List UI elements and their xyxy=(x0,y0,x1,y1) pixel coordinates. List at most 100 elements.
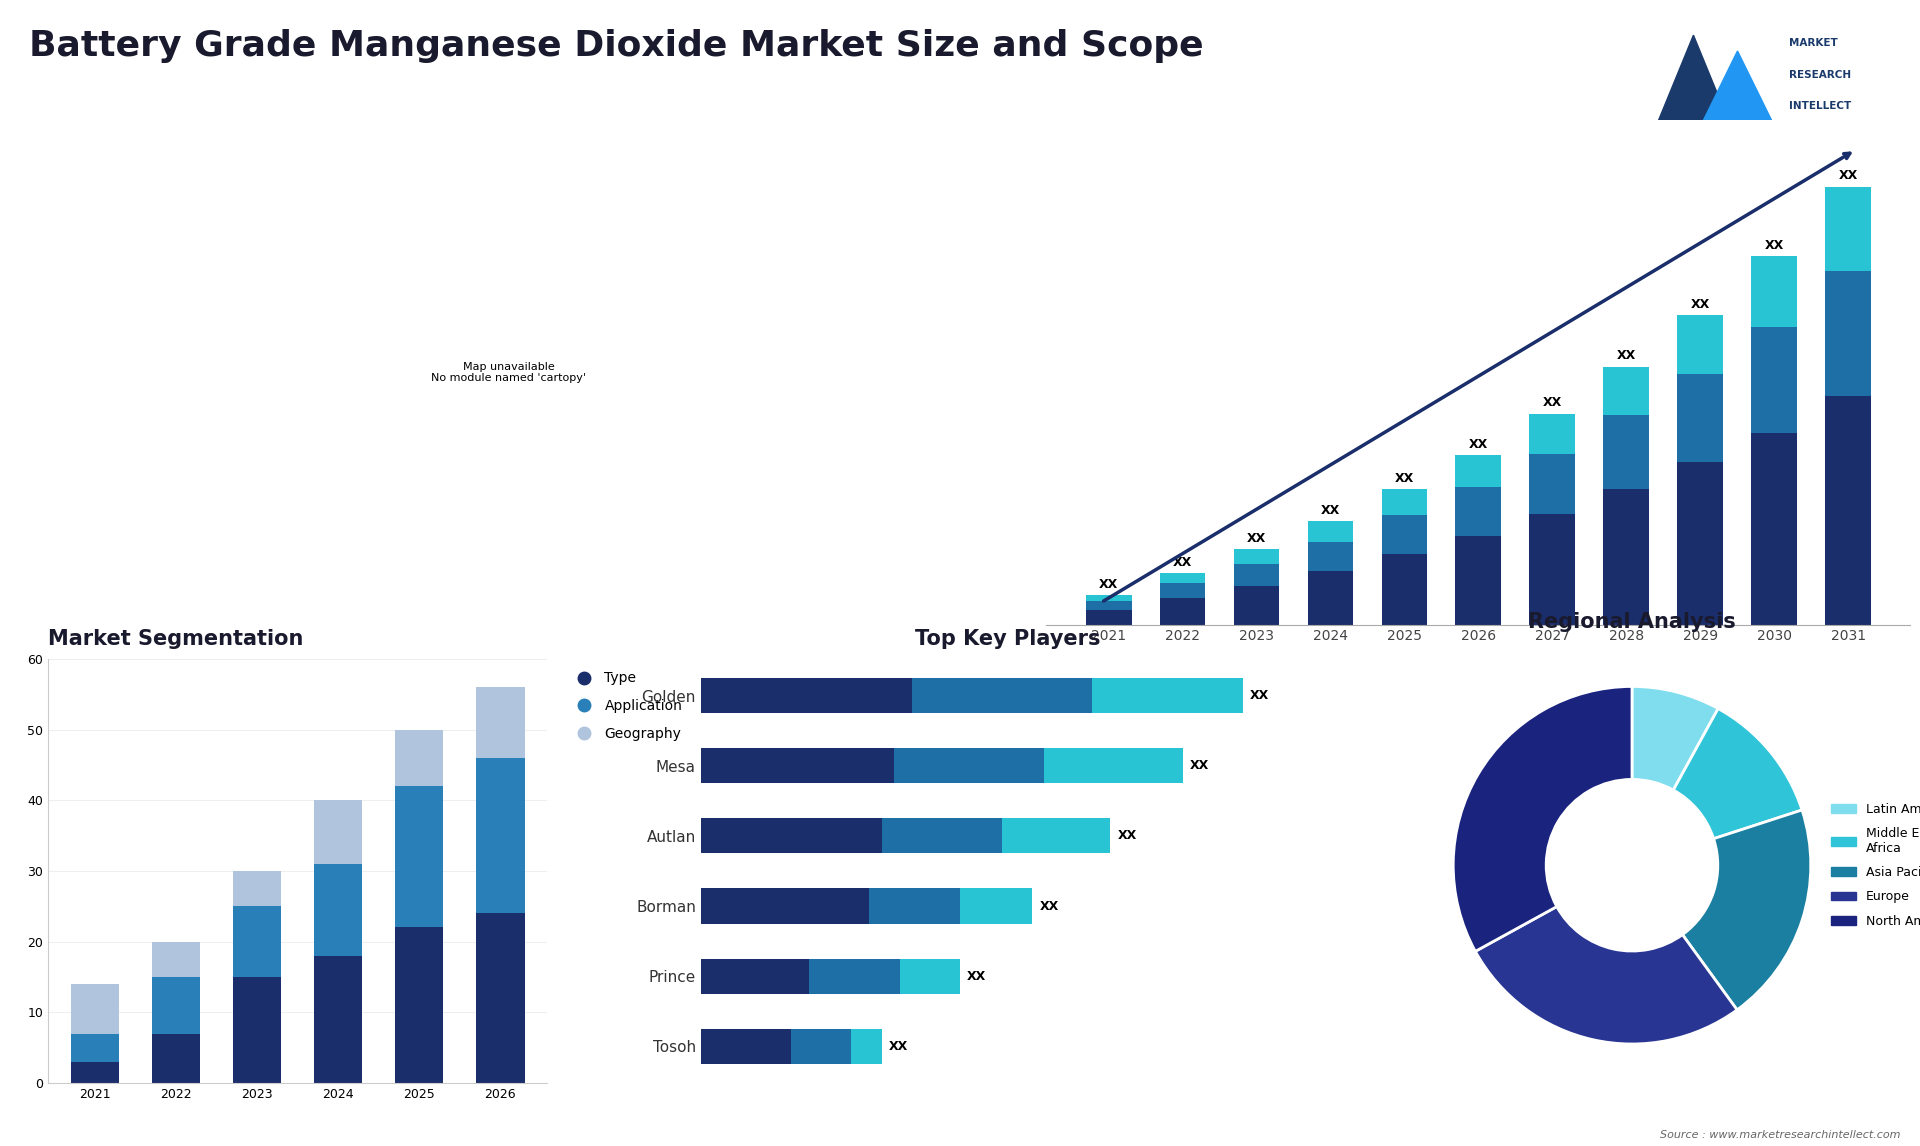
Text: XX: XX xyxy=(1039,900,1058,912)
Bar xyxy=(1085,595,1131,601)
Bar xyxy=(1530,515,1574,625)
Text: Battery Grade Manganese Dioxide Market Size and Scope: Battery Grade Manganese Dioxide Market S… xyxy=(29,29,1204,63)
Bar xyxy=(701,818,881,854)
Text: XX: XX xyxy=(1764,238,1784,252)
Text: Map unavailable
No module named 'cartopy': Map unavailable No module named 'cartopy… xyxy=(432,362,586,383)
Bar xyxy=(1233,564,1279,587)
Bar xyxy=(71,984,119,1034)
Bar xyxy=(1826,397,1872,625)
Bar xyxy=(476,758,524,913)
Bar xyxy=(701,678,912,713)
Title: Top Key Players: Top Key Players xyxy=(916,629,1100,649)
Bar xyxy=(1678,315,1724,374)
Bar xyxy=(1085,610,1131,625)
Polygon shape xyxy=(1655,36,1732,131)
Bar xyxy=(152,1034,200,1083)
Text: XX: XX xyxy=(1469,438,1488,450)
Legend: Latin America, Middle East &
Africa, Asia Pacific, Europe, North America: Latin America, Middle East & Africa, Asi… xyxy=(1826,798,1920,933)
Bar xyxy=(1160,598,1206,625)
Bar xyxy=(232,976,282,1083)
Bar xyxy=(701,888,870,924)
Bar xyxy=(396,730,444,786)
Bar xyxy=(1455,455,1501,487)
Bar xyxy=(396,786,444,927)
Wedge shape xyxy=(1475,906,1738,1044)
Bar xyxy=(71,1034,119,1061)
Bar xyxy=(1826,187,1872,270)
Bar xyxy=(1603,415,1649,489)
Text: XX: XX xyxy=(968,970,987,982)
Text: XX: XX xyxy=(1544,397,1563,409)
Bar xyxy=(152,942,200,976)
Bar xyxy=(1002,818,1110,854)
Wedge shape xyxy=(1682,810,1811,1010)
Text: XX: XX xyxy=(889,1039,908,1053)
Text: XX: XX xyxy=(1839,170,1859,182)
Text: Market Segmentation: Market Segmentation xyxy=(48,629,303,649)
Bar xyxy=(1826,270,1872,397)
Bar xyxy=(1160,573,1206,583)
Bar xyxy=(71,1061,119,1083)
Bar xyxy=(1678,462,1724,625)
Title: Regional Analysis: Regional Analysis xyxy=(1528,612,1736,631)
Bar xyxy=(1044,748,1183,784)
Bar xyxy=(1092,678,1242,713)
Bar xyxy=(1382,554,1427,625)
Text: RESEARCH: RESEARCH xyxy=(1789,70,1851,80)
Bar xyxy=(701,958,808,994)
Bar xyxy=(912,678,1092,713)
Bar xyxy=(1160,583,1206,598)
Bar xyxy=(1308,542,1354,572)
Bar xyxy=(1382,489,1427,516)
Bar xyxy=(900,958,960,994)
Wedge shape xyxy=(1632,686,1718,790)
Wedge shape xyxy=(1674,708,1803,839)
Bar xyxy=(1085,601,1131,610)
Bar xyxy=(476,913,524,1083)
Bar xyxy=(701,748,893,784)
Bar xyxy=(232,871,282,906)
Text: XX: XX xyxy=(1173,556,1192,568)
Text: XX: XX xyxy=(1190,760,1210,772)
Bar xyxy=(1751,327,1797,433)
Bar xyxy=(808,958,900,994)
Text: MARKET: MARKET xyxy=(1789,38,1837,48)
Bar xyxy=(870,888,960,924)
Bar xyxy=(1530,454,1574,515)
Text: XX: XX xyxy=(1321,504,1340,517)
Bar xyxy=(1530,414,1574,454)
Text: XX: XX xyxy=(1394,471,1413,485)
Bar xyxy=(313,800,363,864)
Bar xyxy=(1678,374,1724,462)
Text: Source : www.marketresearchintellect.com: Source : www.marketresearchintellect.com xyxy=(1661,1130,1901,1140)
Text: XX: XX xyxy=(1692,298,1711,311)
Bar xyxy=(1455,536,1501,625)
Bar xyxy=(881,818,1002,854)
Text: XX: XX xyxy=(1098,578,1117,590)
Bar xyxy=(960,888,1033,924)
Legend: Type, Application, Geography: Type, Application, Geography xyxy=(564,666,687,747)
Text: XX: XX xyxy=(1617,350,1636,362)
Bar xyxy=(851,1029,881,1063)
Text: XX: XX xyxy=(1117,830,1137,842)
Text: XX: XX xyxy=(1246,532,1265,545)
Bar xyxy=(1603,489,1649,625)
Bar xyxy=(1308,521,1354,542)
Bar xyxy=(1233,549,1279,564)
Bar xyxy=(701,1029,791,1063)
Bar xyxy=(476,688,524,758)
Bar xyxy=(1382,516,1427,554)
Bar xyxy=(1308,572,1354,625)
Bar xyxy=(152,976,200,1034)
Bar xyxy=(396,927,444,1083)
Bar xyxy=(893,748,1044,784)
Bar xyxy=(313,956,363,1083)
Bar xyxy=(1603,367,1649,415)
Bar xyxy=(1455,487,1501,536)
Bar xyxy=(1233,587,1279,625)
Text: XX: XX xyxy=(1250,689,1269,702)
Polygon shape xyxy=(1699,52,1776,131)
Text: INTELLECT: INTELLECT xyxy=(1789,101,1851,111)
Bar xyxy=(232,906,282,976)
Bar xyxy=(1751,433,1797,625)
